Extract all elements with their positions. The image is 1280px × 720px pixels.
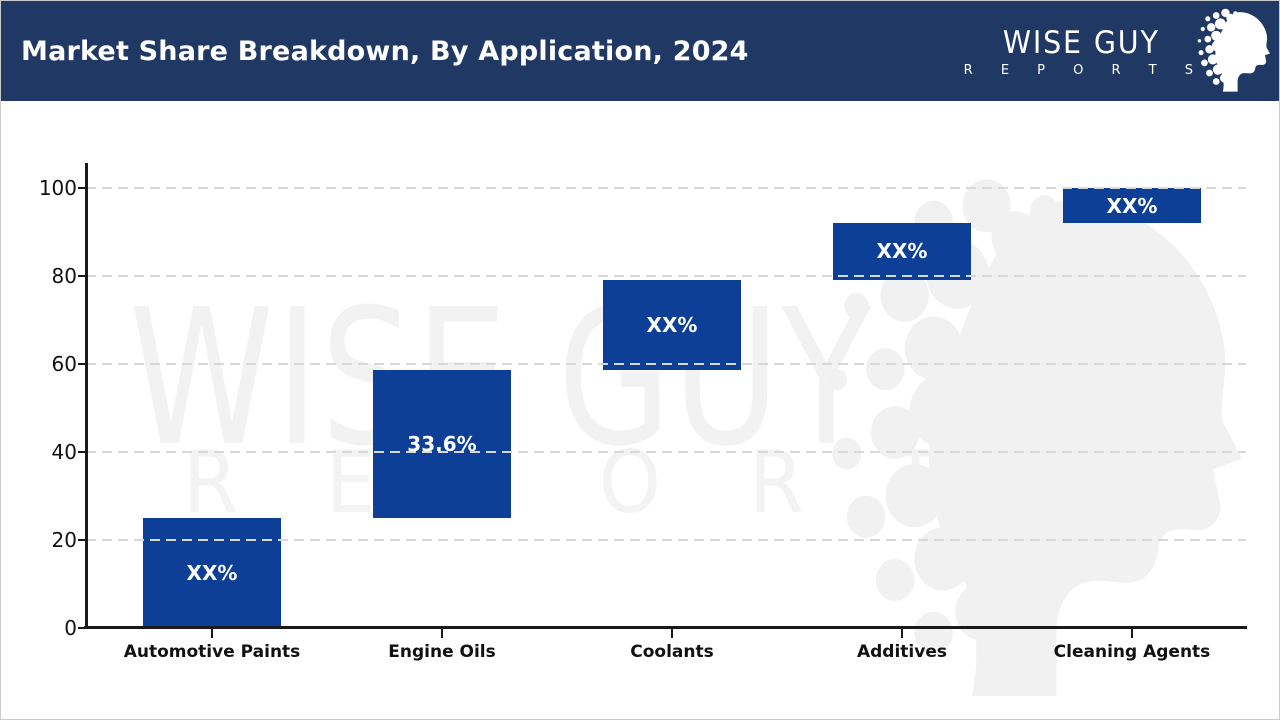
x-tick-mark — [901, 629, 903, 638]
y-tick-mark — [78, 363, 85, 365]
x-tick-mark — [1131, 629, 1133, 638]
wise-guy-logo-text: WISE GUY R E P O R T S — [958, 25, 1205, 78]
gridline-20 — [86, 539, 1246, 541]
x-category-label: Automotive Paints — [123, 642, 301, 662]
bar-value-label: XX% — [876, 239, 928, 264]
x-category-label: Cleaning Agents — [1053, 642, 1211, 662]
bar-value-label: XX% — [1106, 193, 1158, 218]
gridline-100 — [86, 187, 1246, 189]
y-tick-mark — [78, 539, 85, 541]
header-bar: Market Share Breakdown, By Application, … — [1, 1, 1279, 101]
y-tick-mark — [78, 451, 85, 453]
y-axis-line — [85, 163, 88, 629]
gridline-80 — [86, 275, 1246, 277]
logo-reports-label: R E P O R T S — [963, 62, 1205, 78]
x-category-label: Additives — [856, 642, 947, 662]
y-tick-label: 0 — [64, 616, 77, 640]
y-tick-label: 80 — [51, 264, 77, 288]
x-tick-mark — [211, 629, 213, 638]
y-tick-mark — [78, 275, 85, 277]
bar-value-label: XX% — [186, 561, 238, 585]
y-tick-label: 100 — [38, 176, 77, 200]
bar-value-label: XX% — [646, 312, 698, 337]
wise-guy-logo: WISE GUY R E P O R T S — [958, 7, 1275, 95]
y-tick-label: 60 — [51, 352, 77, 376]
chart-title: Market Share Breakdown, By Application, … — [21, 35, 749, 67]
y-tick-mark — [78, 627, 85, 629]
gridline-40 — [86, 451, 1246, 453]
bar-automotive-paints — [143, 518, 281, 628]
y-tick-mark — [78, 187, 85, 189]
x-category-label: Engine Oils — [388, 642, 496, 662]
y-tick-label: 40 — [51, 440, 77, 464]
x-axis-line — [84, 626, 1247, 629]
x-tick-mark — [671, 629, 673, 638]
x-tick-mark — [441, 629, 443, 638]
logo-dotted-face-icon — [1197, 8, 1270, 92]
y-tick-label: 20 — [51, 528, 77, 552]
bar-value-label: 33.6% — [407, 432, 477, 457]
logo-wiseguy-label: WISE GUY — [1002, 24, 1160, 61]
bar-engine-oils — [373, 370, 511, 518]
gridline-60 — [86, 363, 1246, 365]
x-category-label: Coolants — [630, 642, 714, 662]
bar-coolants — [603, 279, 741, 371]
